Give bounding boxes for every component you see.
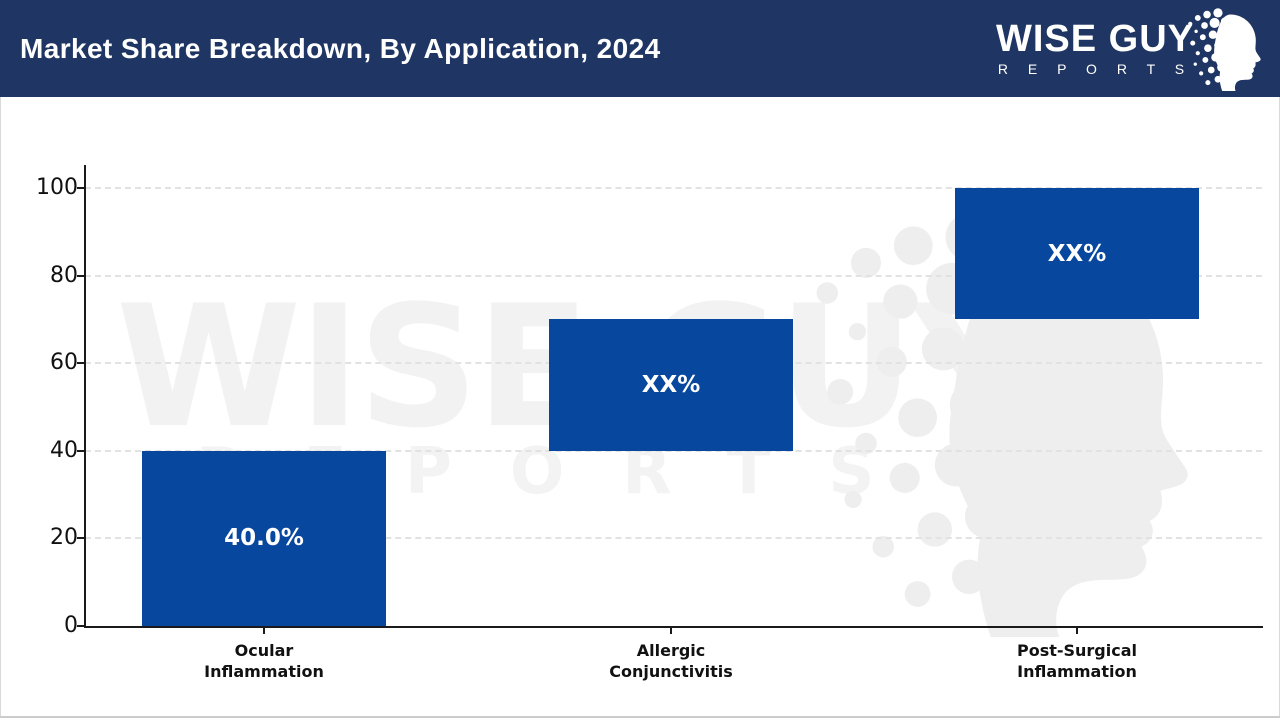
y-tick-mark: [77, 625, 84, 627]
y-tick-label: 60: [50, 350, 78, 376]
y-tick-label: 100: [36, 175, 78, 200]
category-line: Allergic: [636, 641, 706, 660]
x-axis: [84, 626, 1263, 628]
dotted-face-icon: [1188, 7, 1261, 91]
bar-value-label: XX%: [1047, 240, 1107, 267]
category-line: Inflammation: [204, 662, 324, 681]
bar-value-label: XX%: [641, 372, 701, 399]
y-tick-label: 0: [64, 613, 78, 638]
bar-ocular-inflammation[interactable]: 40.0%: [142, 450, 386, 626]
category-line: Post-Surgical: [1016, 641, 1138, 660]
category-label-post-surgical-inflammation: Post-Surgical Inflammation: [927, 640, 1227, 682]
y-tick-mark: [77, 187, 84, 189]
bar-allergic-conjunctivitis[interactable]: XX%: [549, 319, 793, 451]
x-tick-mark: [1076, 628, 1078, 634]
category-line: Ocular: [234, 641, 294, 660]
y-tick-label: 80: [50, 262, 78, 288]
gridline: [85, 537, 1262, 540]
gridline: [85, 187, 1262, 189]
brand-logo: WISE GUY R E P O R T S: [996, 7, 1266, 91]
page-title: Market Share Breakdown, By Application, …: [20, 32, 661, 64]
category-label-allergic-conjunctivitis: Allergic Conjunctivitis: [521, 640, 821, 682]
header: Market Share Breakdown, By Application, …: [0, 0, 1280, 97]
gridline: [85, 449, 1262, 452]
logo-wordmark: WISE GUY R E P O R T S: [996, 19, 1194, 78]
y-tick-mark: [77, 362, 84, 365]
y-tick-label: 40: [50, 437, 78, 463]
x-tick-mark: [670, 628, 672, 634]
x-tick-mark: [263, 628, 265, 634]
gridline: [85, 274, 1262, 277]
y-tick-mark: [77, 537, 84, 540]
y-tick-mark: [77, 449, 84, 452]
bottom-rule: [0, 716, 1280, 718]
category-line: Inflammation: [1017, 662, 1137, 681]
logo-subtitle: R E P O R T S: [997, 61, 1193, 77]
y-tick-label: 20: [50, 525, 78, 551]
bar-post-surgical-inflammation[interactable]: XX%: [955, 188, 1199, 320]
logo-name: WISE GUY: [995, 18, 1194, 60]
left-border: [0, 97, 1, 717]
bar-value-label: 40.0%: [224, 525, 304, 552]
y-tick-mark: [77, 274, 84, 277]
category-label-ocular-inflammation: Ocular Inflammation: [114, 640, 414, 682]
category-line: Conjunctivitis: [609, 662, 733, 681]
y-axis: [84, 165, 86, 627]
